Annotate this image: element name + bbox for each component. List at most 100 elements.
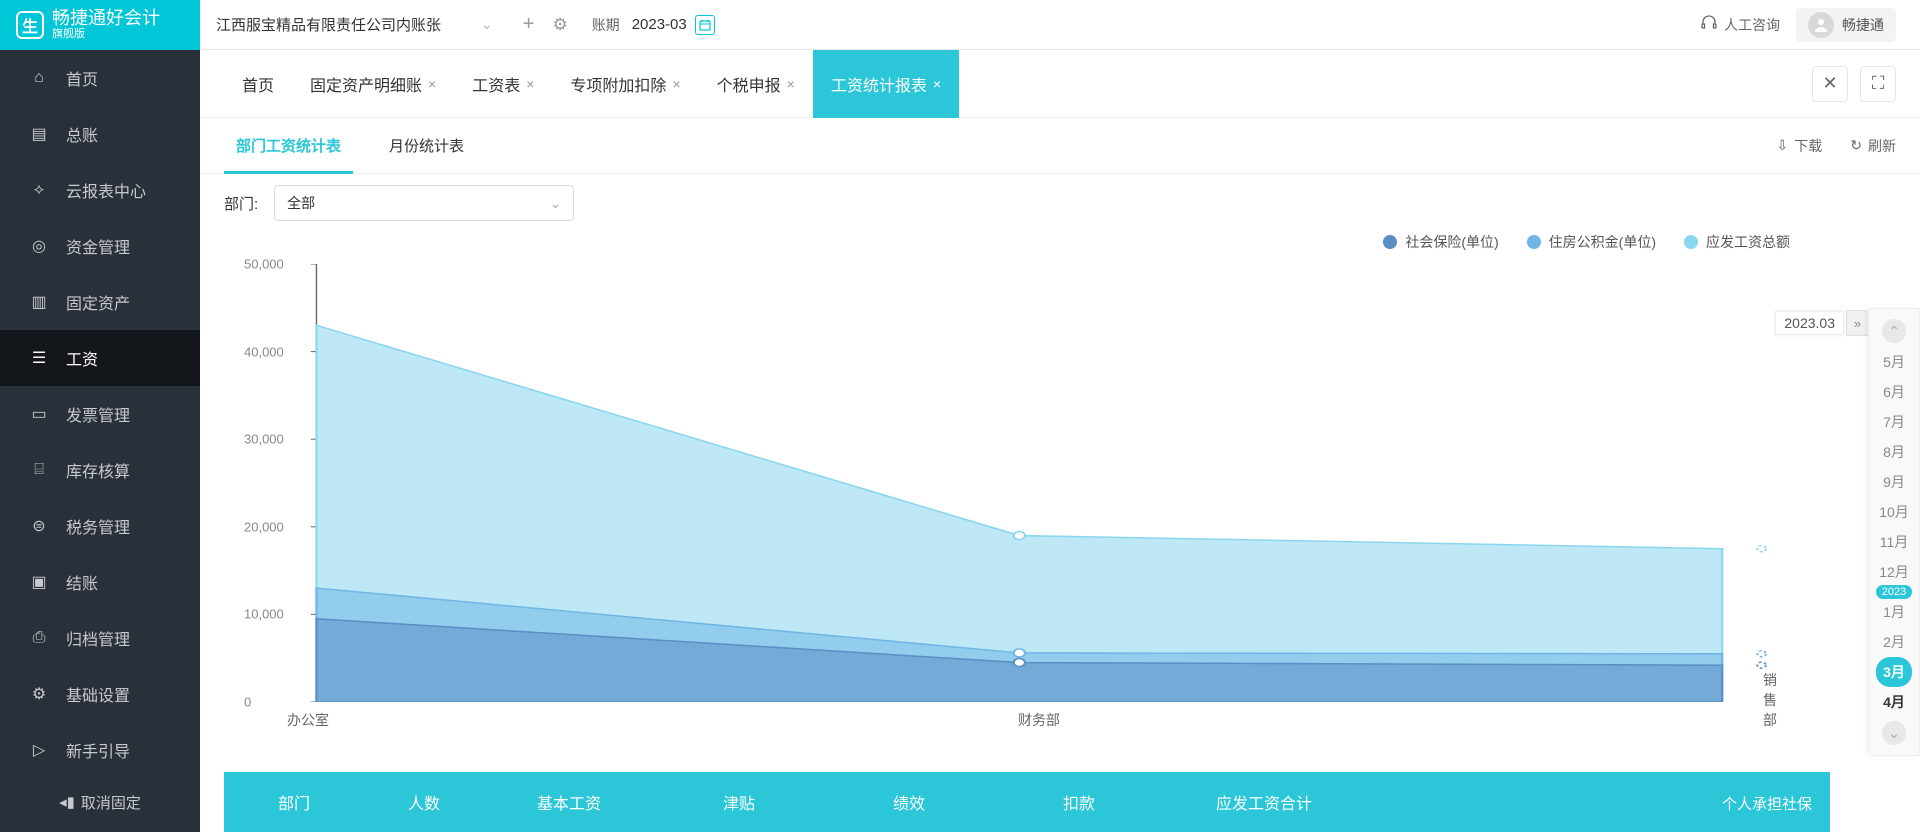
y-tick-label: 10,000 [244, 607, 284, 622]
tabs-bar: 首页固定资产明细账×工资表×专项附加扣除×个税申报×工资统计报表× ✕ ⛶ [200, 50, 1920, 118]
sidebar-item-label: 新手引导 [66, 738, 130, 762]
sidebar-item-label: 库存核算 [66, 458, 130, 482]
tab-close-icon[interactable]: × [672, 76, 680, 92]
x-tick-label: 办公室 [287, 710, 329, 730]
sidebar-item-label: 工资 [66, 346, 98, 370]
tab-2[interactable]: 工资表 × [454, 50, 552, 118]
unpin-icon: ◂▮ [59, 793, 75, 811]
period-value[interactable]: 2023-03 [632, 16, 687, 33]
month-option[interactable]: 5月 [1876, 347, 1912, 377]
legend-label: 住房公积金(单位) [1549, 232, 1656, 252]
sidebar-item-closing[interactable]: ▣结账 [0, 554, 200, 610]
avatar-icon [1808, 12, 1834, 38]
rail-up-icon[interactable]: ⌃ [1882, 319, 1906, 343]
sidebar-item-inventory[interactable]: ⌸库存核算 [0, 442, 200, 498]
month-option[interactable]: 10月 [1876, 497, 1912, 527]
sidebar-item-label: 结账 [66, 570, 98, 594]
department-select-value: 全部 [287, 193, 315, 213]
tab-3[interactable]: 专项附加扣除× [552, 50, 698, 118]
company-chevron-icon[interactable]: ⌄ [481, 16, 493, 33]
x-tick-label: 销售部 [1763, 670, 1777, 730]
settings-icon: ⚙ [28, 683, 50, 705]
filter-label: 部门: [224, 193, 258, 214]
sidebar-item-label: 基础设置 [66, 682, 130, 706]
sidebar-item-ledger[interactable]: ▤总账 [0, 106, 200, 162]
month-option[interactable]: 2月 [1876, 627, 1912, 657]
tab-close-icon[interactable]: × [526, 76, 534, 92]
month-option[interactable]: 7月 [1876, 407, 1912, 437]
fullscreen-button[interactable]: ⛶ [1860, 66, 1896, 102]
company-name[interactable]: 江西服宝精品有限责任公司内账张 [216, 14, 441, 35]
subtab-0[interactable]: 部门工资统计表 [224, 118, 353, 174]
x-tick-label: 财务部 [1018, 710, 1060, 730]
chart-plot: 010,00020,00030,00040,00050,000 办公室财务部销售… [308, 264, 1770, 702]
sidebar-item-guide[interactable]: ▷新手引导 [0, 722, 200, 778]
tab-close-icon[interactable]: × [787, 76, 795, 92]
sidebar-item-label: 固定资产 [66, 290, 130, 314]
calendar-icon[interactable] [695, 15, 715, 35]
tab-close-icon[interactable]: × [428, 76, 436, 92]
table-col-header: 绩效 [824, 790, 994, 814]
month-option[interactable]: 9月 [1876, 467, 1912, 497]
brand-logo-icon: 生 [16, 11, 44, 39]
month-option[interactable]: 12月 [1876, 557, 1912, 587]
month-rail: ⌃5月6月7月8月9月10月11月12月20231月2月3月4月⌄ [1868, 308, 1920, 756]
month-option[interactable]: 4月 [1876, 687, 1912, 717]
rail-down-icon[interactable]: ⌄ [1882, 721, 1906, 745]
sidebar-item-home[interactable]: ⌂首页 [0, 50, 200, 106]
sidebar-item-funds[interactable]: ◎资金管理 [0, 218, 200, 274]
sidebar-item-invoice[interactable]: ▭发票管理 [0, 386, 200, 442]
sidebar-item-salary[interactable]: ☰工资 [0, 330, 200, 386]
department-select[interactable]: 全部 ⌄ [274, 185, 574, 221]
month-rail-toggle[interactable]: » [1846, 310, 1868, 336]
ledger-icon: ▤ [28, 123, 50, 145]
filter-row: 部门: 全部 ⌄ [200, 174, 1920, 232]
unpin-sidebar[interactable]: ◂▮ 取消固定 [0, 782, 200, 822]
month-option[interactable]: 6月 [1876, 377, 1912, 407]
sidebar-item-settings[interactable]: ⚙ 基础设置 [0, 666, 200, 722]
legend-dot-icon [1383, 235, 1397, 249]
sidebar-item-label: 归档管理 [66, 626, 130, 650]
headset-icon [1700, 14, 1718, 35]
tab-4[interactable]: 个税申报 × [699, 50, 813, 118]
month-option[interactable]: 3月 [1876, 657, 1912, 687]
add-icon[interactable]: + [523, 13, 535, 36]
y-tick-label: 20,000 [244, 519, 284, 534]
subtab-1[interactable]: 月份统计表 [377, 118, 476, 174]
user-menu[interactable]: 畅捷通 [1796, 8, 1896, 42]
legend-dot-icon [1527, 235, 1541, 249]
tab-1[interactable]: 固定资产明细账 × [292, 50, 454, 118]
asset-icon: ▥ [28, 291, 50, 313]
refresh-button[interactable]: ↻ 刷新 [1850, 136, 1896, 156]
month-option[interactable]: 1月 [1876, 597, 1912, 627]
sidebar-item-tax[interactable]: ⊜税务管理 [0, 498, 200, 554]
tab-label: 个税申报 [717, 72, 781, 96]
gear-icon[interactable]: ⚙ [552, 15, 567, 35]
legend-item[interactable]: 社会保险(单位) [1383, 232, 1498, 252]
tab-label: 工资统计报表 [831, 72, 927, 96]
tab-5[interactable]: 工资统计报表 × [813, 50, 959, 118]
tab-label: 工资表 [472, 72, 520, 96]
table-col-header: 人数 [364, 790, 484, 814]
month-option[interactable]: 11月 [1876, 527, 1912, 557]
user-name: 畅捷通 [1842, 15, 1884, 35]
refresh-icon: ↻ [1850, 137, 1862, 154]
sidebar-item-report[interactable]: ⟡云报表中心 [0, 162, 200, 218]
y-tick-label: 40,000 [244, 344, 284, 359]
content-area: 部门工资统计表月份统计表 ⇩ 下载 ↻ 刷新 部门: 全部 ⌄ 社会保险(单位)… [200, 118, 1920, 832]
close-tab-button[interactable]: ✕ [1812, 66, 1848, 102]
invoice-icon: ▭ [28, 403, 50, 425]
tab-close-icon[interactable]: × [933, 76, 941, 92]
month-option[interactable]: 8月 [1876, 437, 1912, 467]
sidebar-item-label: 首页 [66, 66, 98, 90]
sidebar-item-asset[interactable]: ▥ 固定资产 [0, 274, 200, 330]
tab-0[interactable]: 首页 [224, 50, 292, 118]
logo-area: 生 畅捷通好会计 旗舰版 [0, 0, 200, 50]
legend-item[interactable]: 住房公积金(单位) [1527, 232, 1656, 252]
sidebar-item-archive[interactable]: ⎙归档管理 [0, 610, 200, 666]
tab-label: 固定资产明细账 [310, 72, 422, 96]
support-link[interactable]: 人工咨询 [1700, 14, 1780, 35]
download-button[interactable]: ⇩ 下载 [1777, 136, 1823, 156]
sidebar-item-label: 云报表中心 [66, 178, 146, 202]
legend-item[interactable]: 应发工资总额 [1684, 232, 1790, 252]
